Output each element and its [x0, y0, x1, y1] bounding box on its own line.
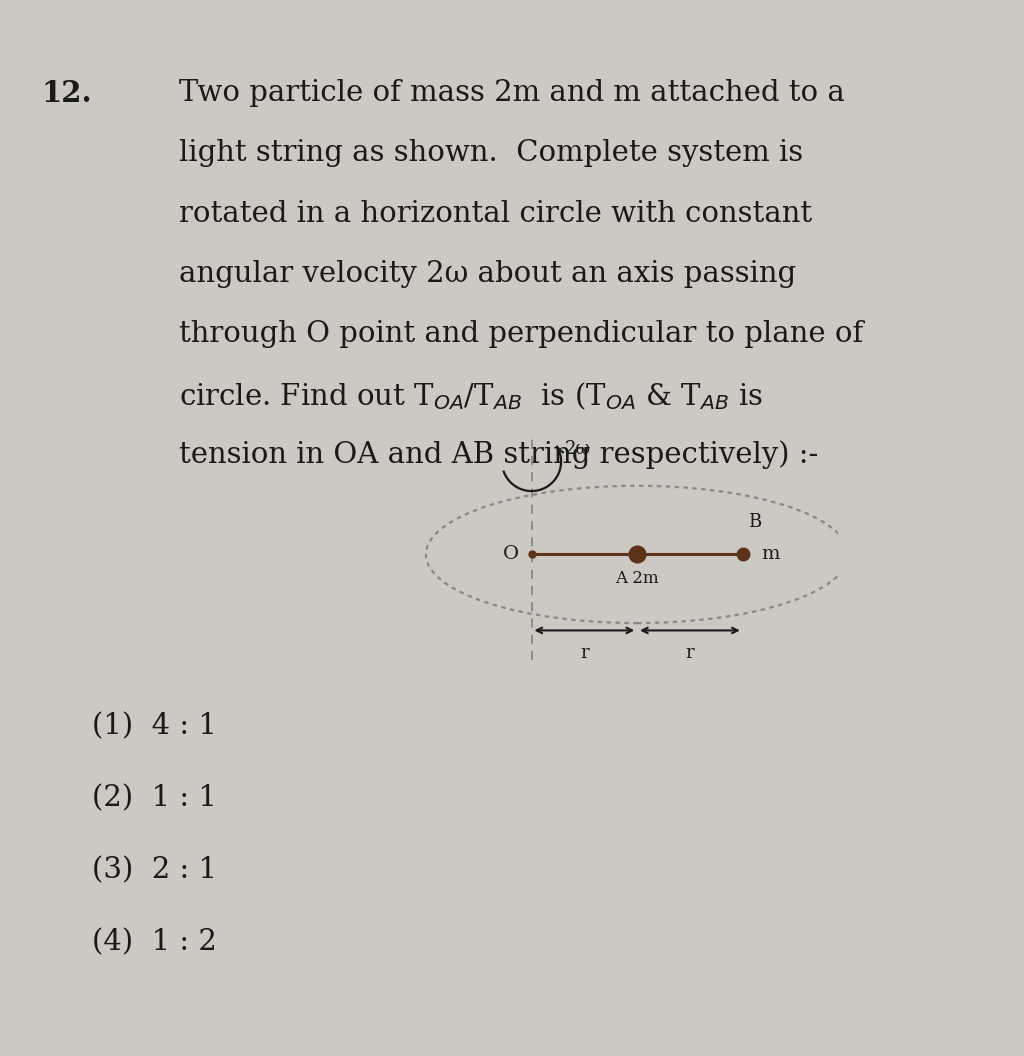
Text: angular velocity 2ω about an axis passing: angular velocity 2ω about an axis passin… — [179, 260, 797, 288]
Text: A 2m: A 2m — [615, 570, 658, 587]
Text: (4)  1 : 2: (4) 1 : 2 — [92, 928, 217, 957]
Text: m: m — [762, 545, 780, 564]
Text: O: O — [503, 545, 519, 564]
Text: rotated in a horizontal circle with constant: rotated in a horizontal circle with cons… — [179, 200, 812, 228]
Text: 12.: 12. — [41, 79, 91, 108]
Text: r: r — [580, 644, 589, 662]
Text: r: r — [686, 644, 694, 662]
Text: Two particle of mass 2m and m attached to a: Two particle of mass 2m and m attached t… — [179, 79, 845, 108]
Text: (3)  2 : 1: (3) 2 : 1 — [92, 856, 217, 885]
Text: (2)  1 : 1: (2) 1 : 1 — [92, 785, 217, 813]
Text: circle. Find out T$_{OA}$/T$_{AB}$  is (T$_{OA}$ & T$_{AB}$ is: circle. Find out T$_{OA}$/T$_{AB}$ is (T… — [179, 380, 763, 412]
Text: (1)  4 : 1: (1) 4 : 1 — [92, 713, 217, 741]
Text: light string as shown.  Complete system is: light string as shown. Complete system i… — [179, 139, 803, 168]
Text: tension in OA and AB string respectively) :-: tension in OA and AB string respectively… — [179, 440, 818, 469]
Text: 2ω: 2ω — [565, 439, 591, 458]
Text: through O point and perpendicular to plane of: through O point and perpendicular to pla… — [179, 320, 863, 348]
Text: B: B — [748, 513, 761, 531]
